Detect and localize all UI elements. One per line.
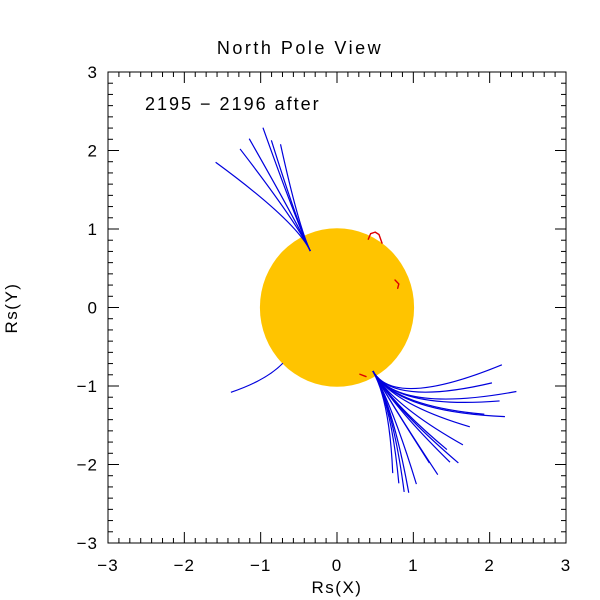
red-feature-prominence-hook <box>394 279 400 289</box>
red-feature-prominence-loop <box>367 231 383 244</box>
plot-title: North Pole View <box>216 38 384 58</box>
y-tick-label: 1 <box>88 220 98 239</box>
y-tick-label: 2 <box>88 142 98 161</box>
x-tick-label: −1 <box>250 556 271 575</box>
y-tick-label: 3 <box>88 63 98 82</box>
red-feature-foot-dash <box>359 373 367 378</box>
field-line-north-fan <box>270 140 311 252</box>
x-tick-label: 1 <box>408 556 418 575</box>
field-line-southeast-fan <box>372 370 517 400</box>
x-tick-label: −3 <box>97 556 118 575</box>
field-line-southeast-fan <box>372 370 505 418</box>
field-line-southeast-fan <box>372 370 394 474</box>
sun-disk <box>259 228 415 387</box>
x-axis-label: Rs(X) <box>311 578 363 597</box>
y-tick-label: −3 <box>77 534 98 553</box>
time-range-annotation: 2195 − 2196 after <box>145 94 321 114</box>
y-axis-label: Rs(Y) <box>2 282 21 334</box>
x-tick-label: 2 <box>484 556 494 575</box>
x-tick-label: −2 <box>174 556 195 575</box>
y-tick-label: 0 <box>88 299 98 318</box>
field-line-southwest-line <box>230 362 284 393</box>
x-tick-label: 0 <box>332 556 342 575</box>
y-tick-label: −1 <box>77 377 98 396</box>
y-tick-label: −2 <box>77 456 98 475</box>
field-line-north-fan <box>279 144 311 252</box>
x-tick-label: 3 <box>561 556 571 575</box>
